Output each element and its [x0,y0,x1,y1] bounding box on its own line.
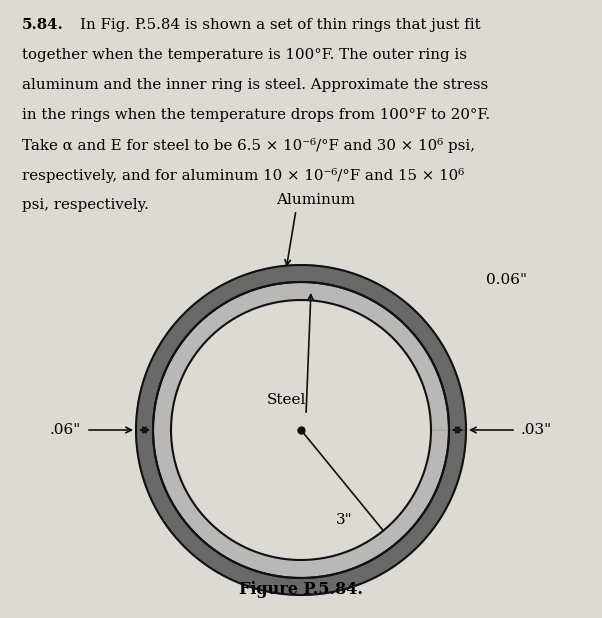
Polygon shape [153,282,449,578]
Text: in the rings when the temperature drops from 100°F to 20°F.: in the rings when the temperature drops … [22,108,490,122]
Text: together when the temperature is 100°F. The outer ring is: together when the temperature is 100°F. … [22,48,467,62]
Text: 0.06": 0.06" [486,273,527,287]
Text: psi, respectively.: psi, respectively. [22,198,149,212]
Text: .06": .06" [50,423,81,437]
Text: .03": .03" [521,423,552,437]
Text: Figure P.5.84.: Figure P.5.84. [239,581,363,598]
Text: respectively, and for aluminum 10 × 10⁻⁶/°F and 15 × 10⁶: respectively, and for aluminum 10 × 10⁻⁶… [22,168,464,183]
Text: aluminum and the inner ring is steel. Approximate the stress: aluminum and the inner ring is steel. Ap… [22,78,488,92]
Polygon shape [136,265,466,595]
Text: Steel: Steel [266,393,306,407]
Text: 3": 3" [336,513,353,527]
Text: Aluminum: Aluminum [276,193,356,207]
Text: Take α and E for steel to be 6.5 × 10⁻⁶/°F and 30 × 10⁶ psi,: Take α and E for steel to be 6.5 × 10⁻⁶/… [22,138,475,153]
Text: 5.84.: 5.84. [22,18,64,32]
Text: In Fig. P.5.84 is shown a set of thin rings that just fit: In Fig. P.5.84 is shown a set of thin ri… [80,18,480,32]
